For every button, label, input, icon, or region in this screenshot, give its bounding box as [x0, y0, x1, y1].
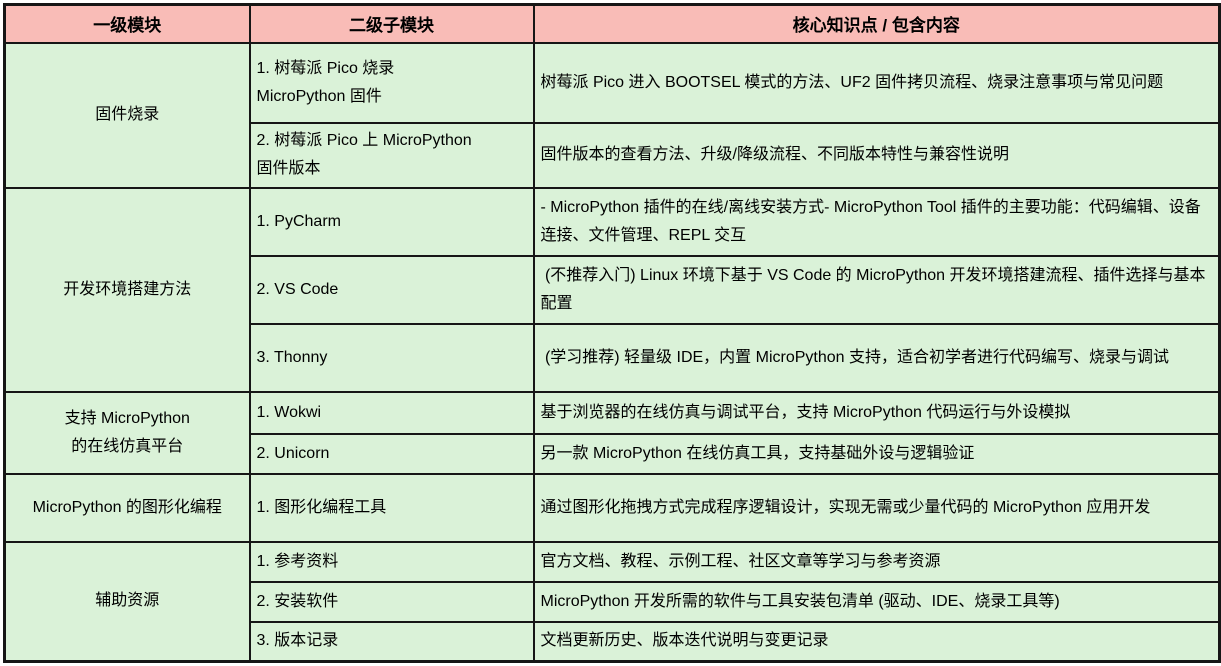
table-row: 2. 树莓派 Pico 上 MicroPython 固件版本 固件版本的查看方法、…: [5, 121, 1221, 189]
content-cell: 另一款 MicroPython 在线仿真工具，支持基础外设与逻辑验证: [532, 432, 1221, 475]
submodule-cell: 2. VS Code: [248, 254, 535, 325]
submodule-cell: 2. 树莓派 Pico 上 MicroPython 固件版本: [248, 121, 535, 189]
table-row: 支持 MicroPython 的在线仿真平台 1. Wokwi 基于浏览器的在线仿真…: [3, 390, 1221, 475]
table-row: 开发环境搭建方法 1. PyCharm - MicroPython 插件的在线/离线…: [3, 186, 1221, 393]
table-row: 固件烧录 1. 树莓派 Pico 烧录 MicroPython 固件 树莓派 Pic…: [3, 41, 1221, 189]
header-cell-core-knowledge: 核心知识点 / 包含内容: [532, 3, 1221, 44]
table-row: 3. Thonny (学习推荐) 轻量级 IDE，内置 MicroPython …: [5, 322, 1221, 393]
module-cell: 开发环境搭建方法: [3, 186, 251, 393]
content-cell: (不推荐入门) Linux 环境下基于 VS Code 的 MicroPytho…: [532, 254, 1221, 325]
module-cell: 支持 MicroPython 的在线仿真平台: [3, 390, 251, 475]
table-row: 2. Unicorn 另一款 MicroPython 在线仿真工具，支持基础外设与…: [5, 432, 1221, 475]
content-cell: 文档更新历史、版本迭代说明与变更记录: [532, 620, 1221, 663]
module-cell: MicroPython 的图形化编程: [3, 472, 251, 543]
content-cell: 官方文档、教程、示例工程、社区文章等学习与参考资源: [532, 540, 1221, 583]
content-cell: 固件版本的查看方法、升级/降级流程、不同版本特性与兼容性说明: [532, 121, 1221, 189]
content-cell: MicroPython 开发所需的软件与工具安装包清单 (驱动、IDE、烧录工具…: [532, 580, 1221, 623]
table-row: MicroPython 的图形化编程 1. 图形化编程工具 通过图形化拖拽方式完成程…: [3, 472, 1221, 543]
header-cell-level1-module: 一级模块: [3, 3, 251, 44]
table-row: 3. 版本记录 文档更新历史、版本迭代说明与变更记录: [5, 620, 1221, 663]
submodule-cell: 2. 安装软件: [248, 580, 535, 623]
table-row: 2. 安装软件 MicroPython 开发所需的软件与工具安装包清单 (驱动、I…: [5, 580, 1221, 623]
content-cell: 树莓派 Pico 进入 BOOTSEL 模式的方法、UF2 固件拷贝流程、烧录注…: [532, 41, 1221, 124]
table-row: 2. VS Code (不推荐入门) Linux 环境下基于 VS Code 的…: [5, 254, 1221, 325]
submodule-cell: 1. 参考资料: [248, 540, 535, 583]
module-table: 一级模块 二级子模块 核心知识点 / 包含内容 固件烧录 1. 树莓派 Pico …: [3, 3, 1221, 663]
table-row: 辅助资源 1. 参考资料 官方文档、教程、示例工程、社区文章等学习与参考资源: [3, 540, 1221, 663]
submodule-cell: 1. 图形化编程工具: [248, 472, 535, 543]
header-row: 一级模块 二级子模块 核心知识点 / 包含内容: [3, 3, 1221, 44]
submodule-cell: 1. Wokwi: [248, 390, 535, 435]
submodule-cell: 2. Unicorn: [248, 432, 535, 475]
submodule-cell: 3. 版本记录: [248, 620, 535, 663]
content-cell: (学习推荐) 轻量级 IDE，内置 MicroPython 支持，适合初学者进行…: [532, 322, 1221, 393]
header-cell-level2-submodule: 二级子模块: [248, 3, 535, 44]
submodule-cell: 1. 树莓派 Pico 烧录 MicroPython 固件: [248, 41, 535, 124]
content-cell: 基于浏览器的在线仿真与调试平台，支持 MicroPython 代码运行与外设模拟: [532, 390, 1221, 435]
table-body: 固件烧录 1. 树莓派 Pico 烧录 MicroPython 固件 树莓派 Pic…: [3, 41, 1221, 663]
module-cell: 固件烧录: [3, 41, 251, 189]
content-cell: 通过图形化拖拽方式完成程序逻辑设计，实现无需或少量代码的 MicroPython…: [532, 472, 1221, 543]
submodule-cell: 1. PyCharm: [248, 186, 535, 257]
submodule-cell: 3. Thonny: [248, 322, 535, 393]
module-cell: 辅助资源: [3, 540, 251, 663]
content-cell: - MicroPython 插件的在线/离线安装方式- MicroPython …: [532, 186, 1221, 257]
